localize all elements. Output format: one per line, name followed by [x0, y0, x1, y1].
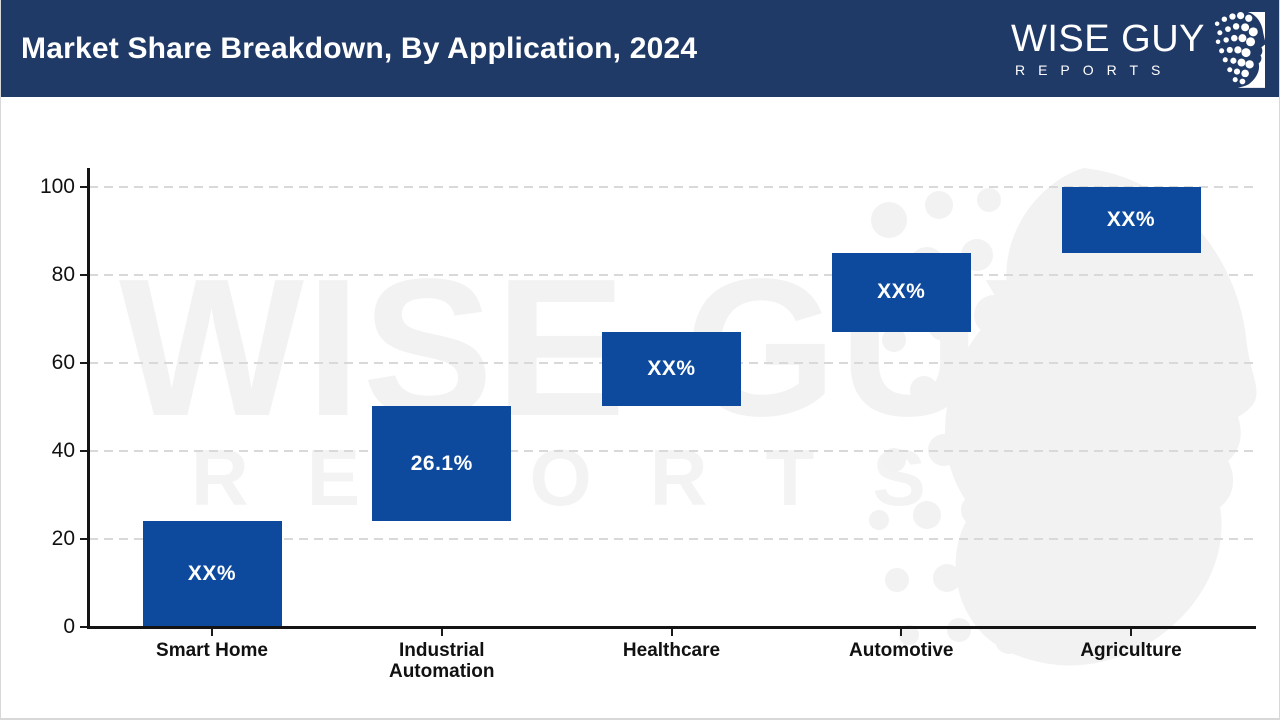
y-tick-label: 80	[51, 262, 75, 286]
wise-guy-reports-logo: WISE GUY REPORTS	[1011, 8, 1265, 90]
y-tick	[80, 361, 89, 364]
bar: 26.1%	[372, 406, 512, 522]
bar: XX%	[831, 252, 971, 332]
y-tick-label: 100	[39, 174, 75, 198]
bar: XX%	[1061, 186, 1201, 253]
x-tick	[900, 628, 903, 636]
bar-value-label: XX%	[1106, 207, 1156, 231]
x-tick	[670, 628, 673, 636]
gridline	[89, 537, 1256, 540]
gridline	[89, 185, 1256, 188]
y-tick	[80, 273, 89, 276]
header: Market Share Breakdown, By Application, …	[1, 0, 1279, 97]
y-tick-label: 60	[51, 350, 75, 374]
y-tick	[80, 537, 89, 540]
bar-value-label: XX%	[877, 280, 926, 304]
bar-value-label: XX%	[647, 357, 696, 381]
x-category-label: Automotive	[849, 640, 954, 661]
y-tick-label: 0	[63, 615, 75, 638]
x-category-label: Smart Home	[156, 640, 268, 661]
logo-subtitle: REPORTS	[1014, 62, 1174, 78]
x-axis-line	[87, 626, 1256, 629]
y-tick	[80, 185, 89, 188]
x-tick	[211, 628, 213, 636]
gridline	[89, 449, 1256, 452]
x-tick	[440, 628, 443, 636]
logo-wordmark: WISE GUY	[1010, 18, 1205, 60]
watermark-face-dots-icon	[865, 168, 1257, 666]
y-tick	[80, 626, 89, 628]
gridline	[89, 273, 1256, 276]
page-title: Market Share Breakdown, By Application, …	[21, 31, 698, 65]
y-tick	[80, 449, 89, 452]
bar: XX%	[602, 331, 741, 407]
x-tick	[1130, 628, 1132, 636]
y-tick-label: 20	[51, 526, 75, 550]
x-category-label: Industrial Automation	[388, 640, 495, 682]
bar: XX%	[142, 521, 282, 627]
x-category-label: Agriculture	[1080, 640, 1182, 661]
x-category-label: Healthcare	[622, 640, 721, 661]
logo-text: WISE GUY REPORTS	[1011, 20, 1205, 77]
bar-value-label: 26.1%	[410, 451, 473, 475]
logo-face-dots-icon	[1214, 11, 1265, 88]
y-axis-line	[87, 168, 90, 629]
bar-value-label: XX%	[187, 562, 237, 586]
y-tick-label: 40	[51, 438, 75, 462]
